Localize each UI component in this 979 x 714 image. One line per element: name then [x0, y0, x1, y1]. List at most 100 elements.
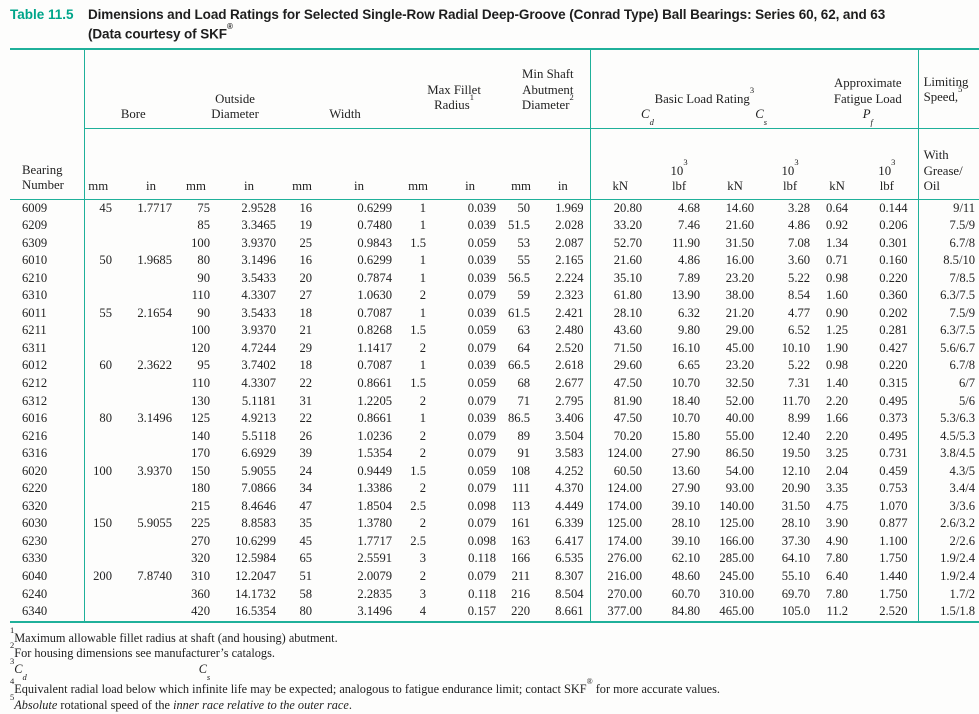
cell-bore_in: 7.8740 — [137, 568, 173, 583]
cell-cs_lbf: 11.70 — [782, 393, 811, 408]
cell-width_mm: 16 — [299, 253, 313, 268]
cell-cs_lbf: 8.99 — [788, 411, 811, 426]
header-unit-od-mm: mm — [182, 128, 219, 200]
cell-fillet_in: 0.079 — [467, 481, 497, 496]
cell-cs_kn: 45.00 — [725, 340, 755, 355]
cell-width_mm: 34 — [299, 481, 313, 496]
cell-od_in: 5.9055 — [241, 463, 277, 478]
cell-fillet_mm: 2 — [419, 340, 427, 355]
cell-fillet_in: 0.039 — [467, 218, 497, 233]
cell-fillet_mm: 1 — [419, 218, 427, 233]
cell-bearing_number: 6330 — [22, 551, 48, 566]
cell-cs_lbf: 31.50 — [781, 498, 811, 513]
table-row: 6012 60 2.3622 95 3.7402 18 0.7087 1 0.039 66.5 2.… — [10, 357, 979, 375]
cell-width_in: 1.3780 — [357, 516, 393, 531]
cell-od_in: 4.3307 — [241, 288, 277, 303]
cell-cs_kn: 21.20 — [725, 305, 755, 320]
cell-od_in: 10.6299 — [235, 533, 277, 548]
cell-pf_lbf: 1.070 — [879, 498, 908, 513]
cell-shaft_mm: 113 — [511, 498, 531, 513]
cell-pf_kn: 0.92 — [826, 218, 849, 233]
cell-cs_kn: 31.50 — [725, 235, 755, 250]
cell-fillet_in: 0.118 — [468, 586, 497, 601]
cell-speed: 9/11 — [917, 199, 979, 218]
cell-cs_kn: 55.00 — [725, 428, 755, 443]
header-unit-grease-oil: With Grease/ Oil — [917, 128, 979, 200]
cell-od_in: 4.3307 — [241, 375, 277, 390]
registered-mark: ® — [226, 21, 233, 31]
cell-fillet_in: 0.039 — [467, 358, 497, 373]
cell-width_in: 0.7874 — [357, 270, 393, 285]
cell-fillet_mm: 2 — [419, 288, 427, 303]
cell-shaft_in: 4.449 — [555, 498, 584, 513]
cell-cs_kn: 21.60 — [725, 218, 755, 233]
cell-bearing_number: 6320 — [22, 498, 48, 513]
cell-pf_kn: 1.40 — [826, 375, 849, 390]
cell-cd_kn: 174.00 — [589, 497, 651, 516]
cell-fillet_mm: 4 — [402, 603, 443, 623]
cell-shaft_in: 2.520 — [555, 340, 584, 355]
cell-speed: 4.3/5 — [917, 462, 979, 481]
cell-shaft_mm: 216 — [511, 586, 531, 601]
cell-od_in: 12.5984 — [235, 551, 277, 566]
cell-pf_lbf: 0.495 — [879, 428, 908, 443]
cell-bore_mm — [83, 497, 128, 516]
cell-shaft_mm: 64 — [517, 340, 531, 355]
header-unit-shaft-mm: mm — [506, 128, 537, 200]
cell-cs_kn: 23.20 — [725, 270, 755, 285]
cell-speed: 7.5/9 — [917, 304, 979, 323]
cell-bore_mm: 150 — [83, 515, 128, 533]
table-row: 6309 100 3.9370 25 0.9843 1.5 0.059 53 2.087 52.7… — [10, 234, 979, 253]
cell-pf_lbf: 0.427 — [879, 340, 908, 355]
header-unit-pf-kn: kN — [818, 128, 857, 200]
table-row: 6216 140 5.5118 26 1.0236 2 0.079 89 3.504 70.20 1… — [10, 427, 979, 446]
cell-pf_lbf: 0.360 — [879, 288, 908, 303]
cell-pf_lbf: 0.202 — [879, 305, 908, 320]
cell-pf_kn: 6.40 — [826, 568, 849, 583]
cell-od_mm: 90 — [197, 270, 211, 285]
cell-od_in: 4.9213 — [241, 411, 277, 426]
cell-bearing_number: 6040 — [22, 568, 48, 583]
cell-cs_lbf: 5.22 — [788, 358, 811, 373]
cell-width_in: 1.1417 — [357, 340, 393, 355]
cell-pf_kn: 0.98 — [826, 358, 849, 373]
cell-fillet_mm: 1 — [419, 253, 427, 268]
cell-width_mm: 26 — [299, 428, 313, 443]
cell-fillet_in: 0.079 — [467, 568, 497, 583]
cell-width_in: 1.0630 — [357, 288, 393, 303]
header-unit-od-in: in — [218, 128, 289, 200]
cell-shaft_mm: 86.5 — [508, 411, 531, 426]
header-group-basic-load-rating: Basic Load Rating3 Cd Cs — [589, 47, 819, 129]
cell-bearing_number: 6311 — [22, 340, 47, 355]
cell-od_mm: 100 — [191, 235, 211, 250]
header-group-outside-diameter: Outside Diameter — [182, 47, 289, 129]
cell-cs_kn: 54.00 — [725, 463, 755, 478]
cell-cd_kn: 61.80 — [589, 287, 651, 305]
cell-shaft_mm: 51.5 — [508, 218, 531, 233]
cell-cs_lbf: 4.77 — [788, 305, 811, 320]
cell-bore_mm: 100 — [83, 462, 128, 481]
header-unit-pf-lbf: 103 lbf — [856, 128, 919, 200]
cell-shaft_in: 8.504 — [555, 586, 584, 601]
cell-width_in: 2.0079 — [357, 568, 393, 583]
cell-cs_kn: 93.00 — [725, 481, 755, 496]
cell-shaft_mm: 50 — [517, 200, 531, 215]
cell-pf_kn: 1.34 — [826, 235, 849, 250]
cell-cd_kn: 124.00 — [589, 480, 651, 498]
cell-fillet_mm: 2.5 — [410, 498, 427, 513]
cell-bore_mm — [83, 339, 128, 358]
header-symbol-pf: Pf — [862, 107, 873, 127]
cell-pf_kn: 0.64 — [826, 200, 849, 215]
cell-cd_kn: 270.00 — [589, 585, 651, 604]
cell-width_mm: 25 — [299, 235, 313, 250]
cell-fillet_mm: 2 — [419, 428, 427, 443]
cell-shaft_mm: 220 — [506, 603, 537, 623]
cell-speed: 4.5/5.3 — [917, 427, 979, 446]
table-number-label: Table 11.5 — [10, 7, 74, 22]
cell-speed: 7/8.5 — [917, 269, 979, 288]
cell-pf_lbf: 0.281 — [879, 323, 908, 338]
cell-fillet_in: 0.059 — [467, 375, 497, 390]
cell-pf_kn: 3.90 — [826, 516, 849, 531]
cell-cd_lbf: 7.89 — [678, 270, 701, 285]
cell-od_mm: 420 — [182, 603, 219, 623]
